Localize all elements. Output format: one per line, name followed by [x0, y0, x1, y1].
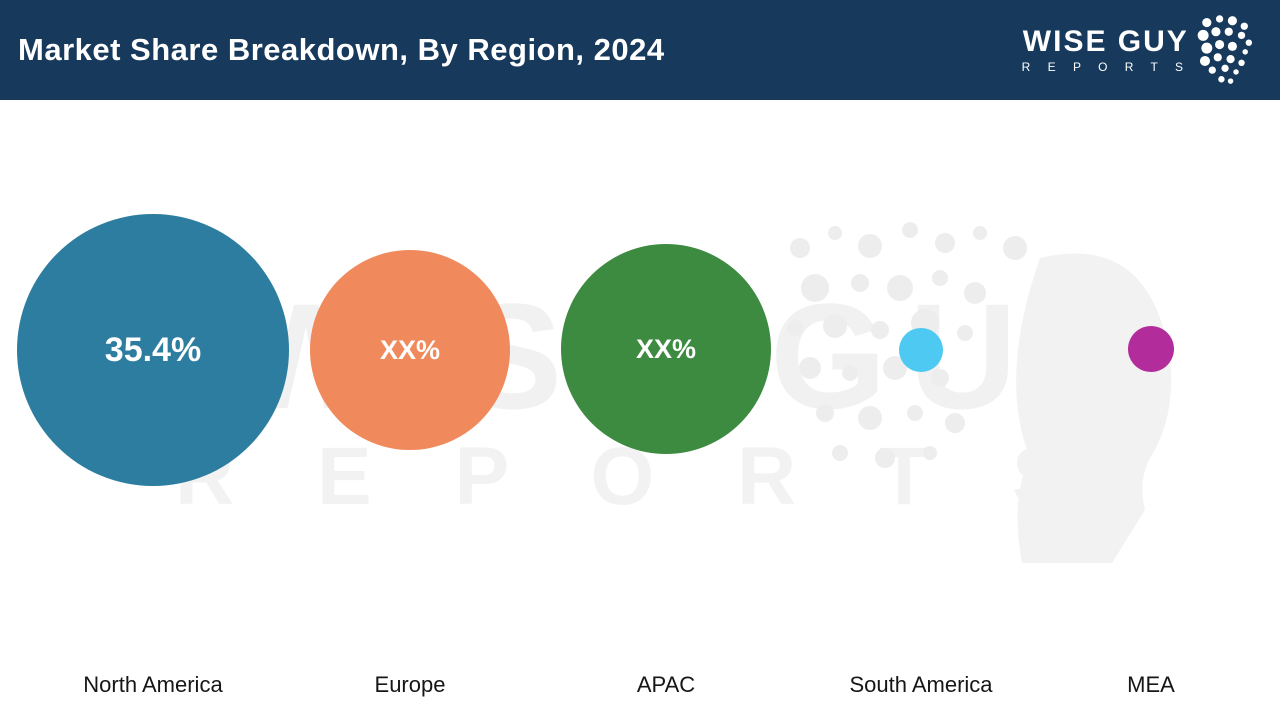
brand-text: WISE GUY R E P O R T S — [1022, 26, 1190, 75]
chart-area: WISE GUY R E P O R T S 35.4% XX% XX% — [0, 100, 1280, 720]
category-label-south-america: South America — [849, 672, 993, 697]
bubble-mea — [1128, 326, 1174, 372]
brand-name: WISE GUY — [1022, 24, 1189, 58]
category-label-apac: APAC — [636, 672, 696, 697]
bubble-value-europe: XX% — [379, 334, 441, 365]
category-label-europe: Europe — [374, 672, 446, 697]
category-label-north-america: North America — [83, 672, 223, 697]
brand-subtitle: R E P O R T S — [1021, 60, 1190, 75]
page-title: Market Share Breakdown, By Region, 2024 — [18, 32, 665, 67]
bubble-apac: XX% — [561, 244, 771, 454]
category-label-mea: MEA — [1127, 672, 1175, 697]
watermark-head-icon — [787, 222, 1172, 563]
bubble-value-north-america: 35.4% — [104, 330, 202, 369]
wise-guy-head-icon — [1197, 15, 1253, 84]
header: Market Share Breakdown, By Region, 2024 … — [0, 0, 1280, 100]
bubble-europe: XX% — [310, 250, 510, 450]
watermark-reports-text: R E P O R T S — [175, 431, 1097, 522]
bubble-north-america: 35.4% — [17, 214, 289, 486]
bubble-value-apac: XX% — [635, 333, 697, 364]
bubble-south-america — [899, 328, 943, 372]
brand-logo: WISE GUY R E P O R T S — [1022, 10, 1258, 90]
